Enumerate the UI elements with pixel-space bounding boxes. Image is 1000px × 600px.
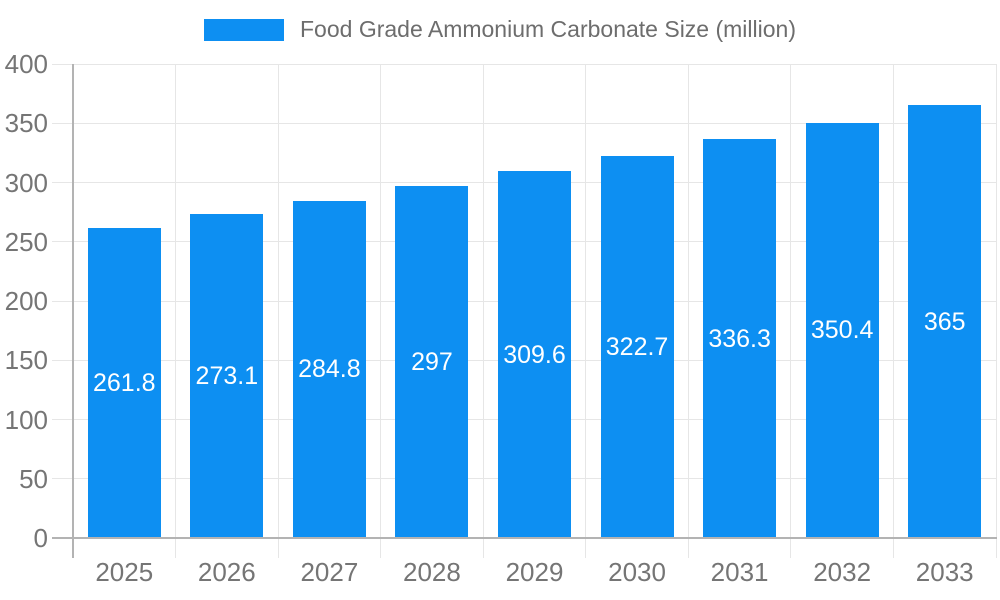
x-tick-label: 2028	[403, 557, 461, 587]
gridline-v	[687, 64, 689, 558]
x-tick-label: 2031	[710, 557, 769, 587]
gridline-v	[892, 64, 894, 558]
gridline-h	[52, 122, 997, 124]
bar-2026[interactable]	[190, 214, 264, 538]
x-tick-label: 2027	[300, 557, 359, 587]
gridline-v	[995, 64, 997, 558]
y-tick-label: 100	[4, 404, 48, 435]
bar-value-label: 273.1	[195, 362, 259, 391]
y-tick-label: 250	[4, 226, 48, 257]
y-tick-label: 150	[4, 345, 48, 376]
x-tick-label: 2025	[95, 557, 154, 587]
x-tick-label: 2030	[608, 557, 666, 587]
bar-value-label: 350.4	[810, 316, 874, 345]
y-tick-label: 350	[4, 108, 48, 139]
gridline-h	[52, 63, 997, 65]
gridline-v	[482, 64, 484, 558]
y-tick-label: 0	[33, 523, 48, 553]
y-tick-label: 50	[19, 463, 48, 494]
bar-value-label: 297	[411, 348, 453, 377]
legend-swatch[interactable]	[204, 18, 284, 41]
bar-value-label: 261.8	[92, 368, 156, 397]
bar-2025[interactable]	[87, 227, 161, 538]
bar-2027[interactable]	[292, 200, 366, 538]
bar-2032[interactable]	[805, 122, 879, 538]
bar-value-label: 336.3	[708, 324, 771, 353]
bar-2033[interactable]	[908, 105, 982, 538]
y-tick-label: 300	[4, 167, 48, 198]
bar-2030[interactable]	[600, 155, 674, 538]
bar-2031[interactable]	[703, 139, 777, 538]
bar-value-label: 365	[923, 307, 966, 336]
legend-label[interactable]: Food Grade Ammonium Carbonate Size (mill…	[300, 16, 796, 42]
y-axis-line	[72, 64, 74, 558]
gridline-v	[585, 64, 587, 558]
gridline-v	[380, 64, 382, 558]
bar-value-label: 284.8	[298, 355, 361, 384]
gridline-v	[277, 64, 279, 558]
bar-2029[interactable]	[498, 171, 571, 538]
bar-2028[interactable]	[395, 186, 469, 538]
y-tick-label: 400	[4, 49, 48, 79]
x-tick-label: 2026	[197, 557, 256, 587]
gridline-v	[790, 64, 792, 558]
chart-legend: Food Grade Ammonium Carbonate Size (mill…	[0, 16, 1000, 43]
x-axis-line	[52, 537, 997, 539]
bar-value-label: 309.6	[503, 340, 566, 369]
y-tick-label: 200	[4, 286, 48, 316]
x-tick-label: 2032	[813, 557, 872, 587]
gridline-v	[175, 64, 177, 558]
x-tick-label: 2029	[505, 557, 564, 587]
x-tick-label: 2033	[915, 557, 974, 587]
bar-value-label: 322.7	[605, 332, 669, 361]
